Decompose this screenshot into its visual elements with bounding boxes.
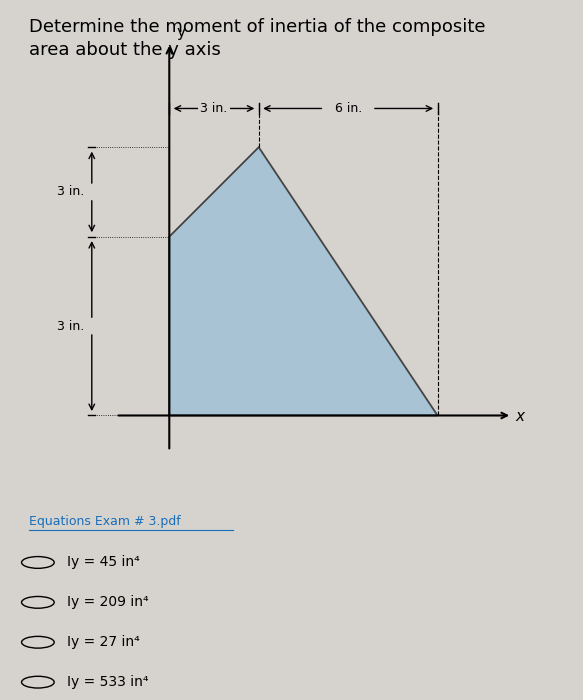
Text: 3 in.: 3 in. <box>201 102 227 115</box>
Text: Determine the moment of inertia of the composite
area about the y axis: Determine the moment of inertia of the c… <box>29 18 486 59</box>
Text: Iy = 533 in⁴: Iy = 533 in⁴ <box>67 675 149 689</box>
Text: 3 in.: 3 in. <box>57 320 85 332</box>
Text: 3 in.: 3 in. <box>57 186 85 198</box>
Polygon shape <box>169 147 438 416</box>
Text: Equations Exam # 3.pdf: Equations Exam # 3.pdf <box>29 515 181 528</box>
Text: y: y <box>177 25 186 40</box>
Text: Iy = 27 in⁴: Iy = 27 in⁴ <box>67 636 140 650</box>
Text: 6 in.: 6 in. <box>335 102 362 115</box>
Text: Iy = 45 in⁴: Iy = 45 in⁴ <box>67 556 140 570</box>
Text: Iy = 209 in⁴: Iy = 209 in⁴ <box>67 595 149 609</box>
Text: x: x <box>515 410 524 424</box>
